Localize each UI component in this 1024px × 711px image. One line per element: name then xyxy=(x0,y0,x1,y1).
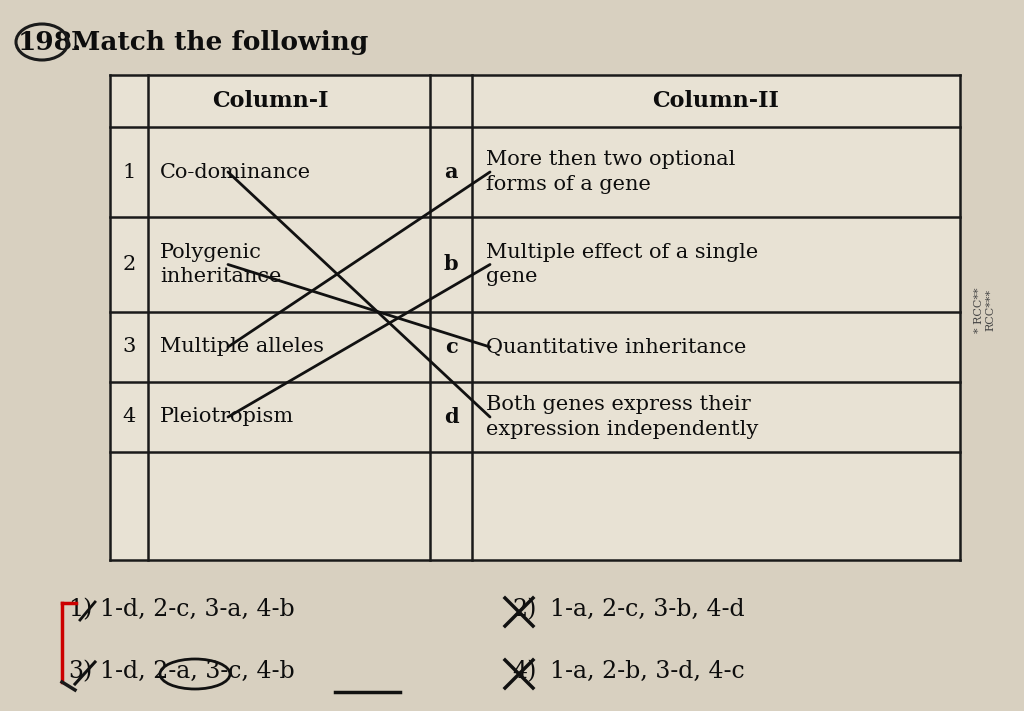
Text: Pleiotropism: Pleiotropism xyxy=(160,407,294,427)
Text: 1: 1 xyxy=(122,163,136,181)
Text: b: b xyxy=(443,255,459,274)
Text: Multiple effect of a single
gene: Multiple effect of a single gene xyxy=(486,242,758,287)
Text: Polygenic
inheritance: Polygenic inheritance xyxy=(160,242,282,287)
Text: 1-d, 2-c, 3-a, 4-b: 1-d, 2-c, 3-a, 4-b xyxy=(100,598,295,621)
Text: Column-II: Column-II xyxy=(652,90,779,112)
Text: Quantitative inheritance: Quantitative inheritance xyxy=(486,338,746,356)
Text: 2: 2 xyxy=(123,255,135,274)
Text: Both genes express their
expression independently: Both genes express their expression inde… xyxy=(486,395,759,439)
Text: 1): 1) xyxy=(68,598,92,621)
Text: 3): 3) xyxy=(68,660,92,683)
Text: Match the following: Match the following xyxy=(62,30,369,55)
Text: 4): 4) xyxy=(512,660,537,683)
Text: 2): 2) xyxy=(512,598,537,621)
Text: * RCC**
RCC***: * RCC** RCC*** xyxy=(974,287,995,333)
Text: Co-dominance: Co-dominance xyxy=(160,163,311,181)
Text: 1-d, 2-a, 3-c, 4-b: 1-d, 2-a, 3-c, 4-b xyxy=(100,660,295,683)
Text: Column-I: Column-I xyxy=(212,90,329,112)
Text: c: c xyxy=(444,337,458,357)
Text: 1-a, 2-c, 3-b, 4-d: 1-a, 2-c, 3-b, 4-d xyxy=(550,598,744,621)
Text: 198.: 198. xyxy=(18,30,82,55)
Text: d: d xyxy=(443,407,459,427)
Text: a: a xyxy=(444,162,458,182)
Text: More then two optional
forms of a gene: More then two optional forms of a gene xyxy=(486,150,735,194)
Text: 3: 3 xyxy=(122,338,136,356)
Text: Multiple alleles: Multiple alleles xyxy=(160,338,324,356)
Text: 1-a, 2-b, 3-d, 4-c: 1-a, 2-b, 3-d, 4-c xyxy=(550,660,744,683)
Text: 4: 4 xyxy=(123,407,135,427)
Bar xyxy=(110,75,961,560)
